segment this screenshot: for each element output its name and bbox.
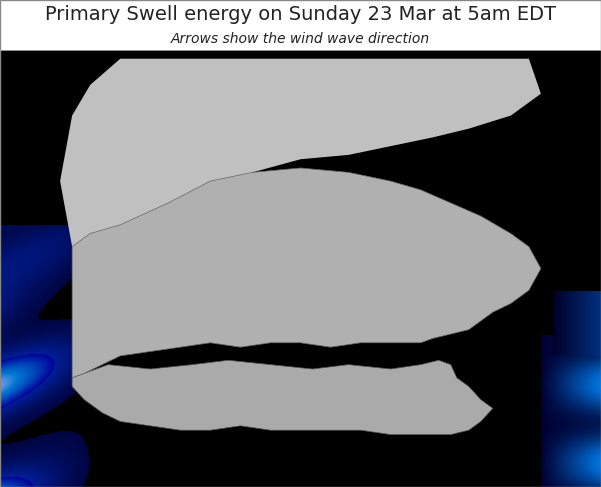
Text: Primary Swell energy on Sunday 23 Mar at 5am EDT: Primary Swell energy on Sunday 23 Mar at… xyxy=(45,4,556,23)
Polygon shape xyxy=(72,168,541,378)
Text: Arrows show the wind wave direction: Arrows show the wind wave direction xyxy=(171,32,430,46)
Polygon shape xyxy=(60,59,541,246)
Polygon shape xyxy=(72,360,493,434)
